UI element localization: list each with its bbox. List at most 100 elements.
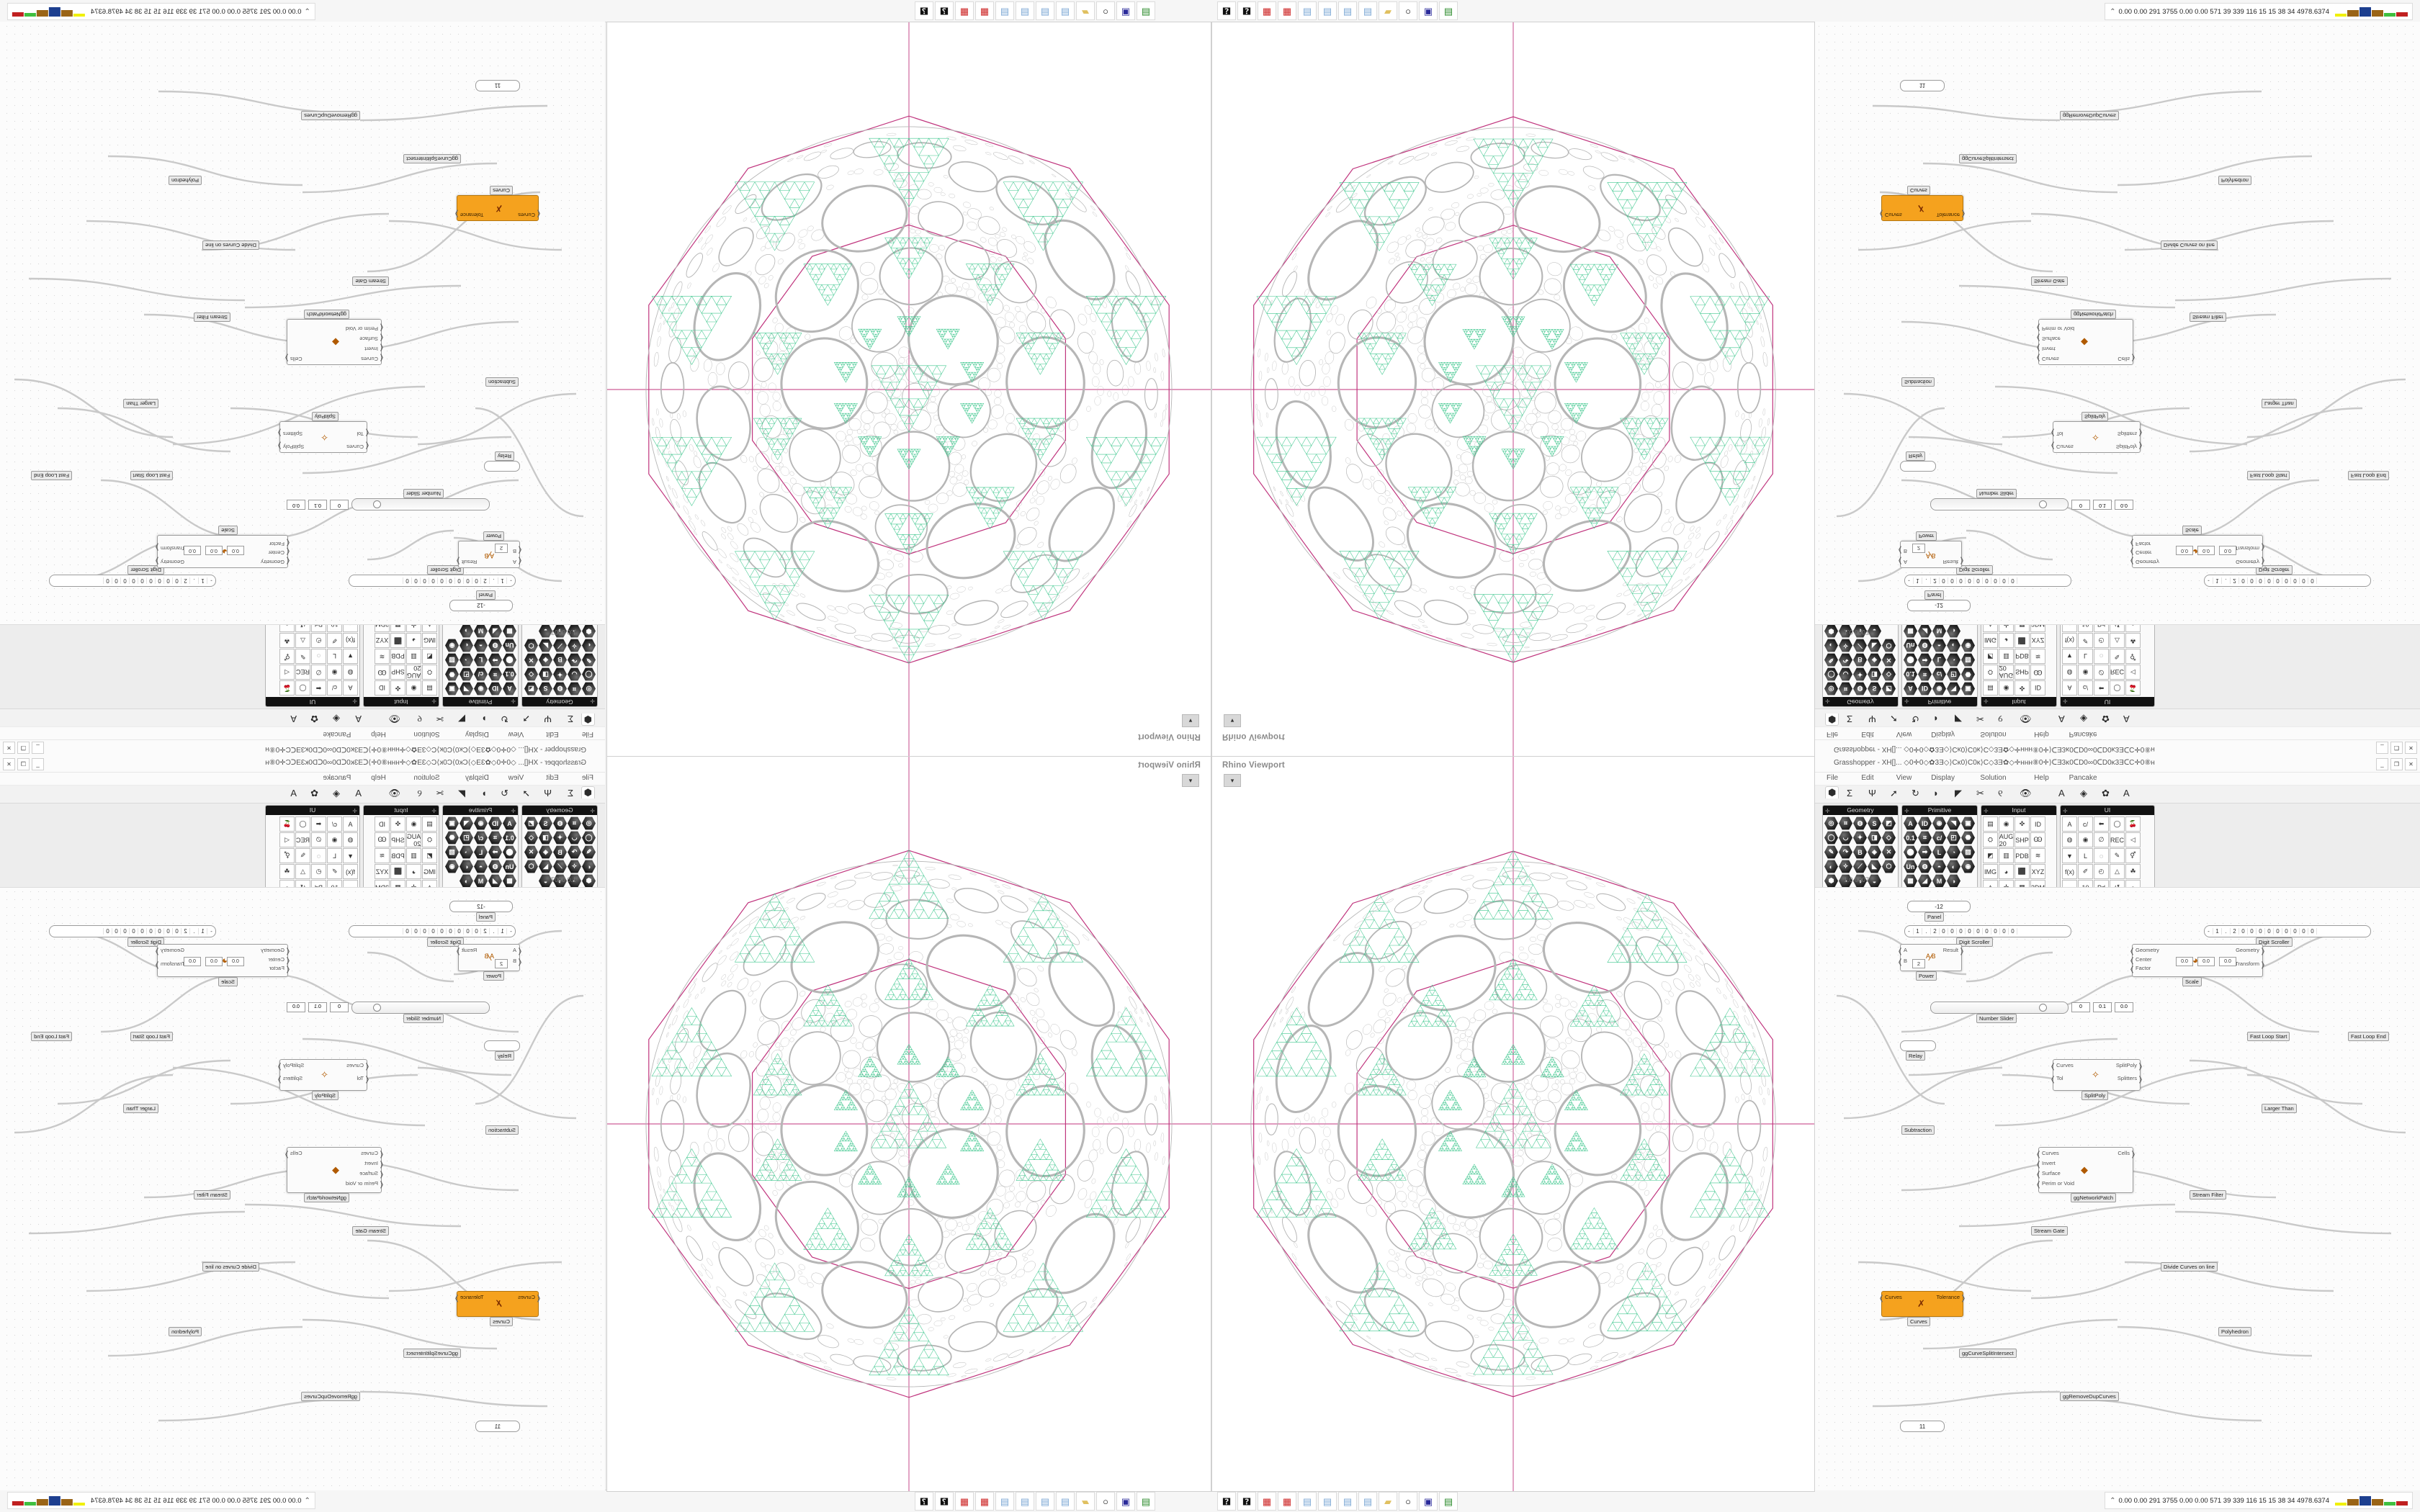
window-button-1[interactable]: ❐ <box>17 758 30 770</box>
palette-icon-primitive-15[interactable]: Un <box>503 860 516 873</box>
digit-cell[interactable]: . <box>2222 928 2231 935</box>
output-port[interactable]: ❭ <box>1960 210 1966 217</box>
palette-icon-geometry-6[interactable]: ◡ <box>1839 667 1852 681</box>
palette-icon-ui-1[interactable]: c/ <box>327 816 342 832</box>
canvas-tag-4[interactable]: Subtraction <box>1901 1125 1935 1135</box>
canvas-tag-5[interactable]: Divide Curves on line <box>202 240 259 250</box>
palette-icon-geometry-19[interactable]: ⬡ <box>1882 860 1896 873</box>
canvas-tag-5[interactable]: Divide Curves on line <box>202 1262 259 1272</box>
palette-icon-primitive-22[interactable]: M <box>474 624 488 638</box>
digit-cell[interactable]: - <box>1905 577 1914 584</box>
palette-icon-ui-4[interactable]: 🍒 <box>2125 680 2141 696</box>
window-button-1[interactable]: ❐ <box>17 742 30 754</box>
palette-icon-input-4[interactable]: ⛭ <box>422 665 437 680</box>
window-buttons[interactable]: _ ❐ ✕ <box>2376 742 2417 754</box>
output-port[interactable]: ❭ <box>1960 1295 1966 1302</box>
input-port[interactable]: ❬ <box>1878 1295 1885 1302</box>
gh-digit-scroller[interactable]: -1. 2 0 0 0 0 0 0 0 0 0 Digit Scroller <box>349 925 516 947</box>
palette-icon-primitive-8[interactable]: ◰ <box>460 667 473 681</box>
palette-icon-geometry-9[interactable]: ◇ <box>524 667 538 681</box>
palette-icon-input-11[interactable]: ≋ <box>375 649 390 664</box>
output-port[interactable]: ❭ <box>2137 441 2143 449</box>
palette-icon-primitive-12[interactable]: L <box>1932 653 1946 667</box>
number-slider-field-1[interactable]: 0.1 <box>308 500 327 510</box>
rhino-icon[interactable]: 🯄 <box>1217 1492 1236 1511</box>
gh-red-icon[interactable]: ▦ <box>975 1492 994 1511</box>
menu-item-display[interactable]: Display <box>465 774 489 782</box>
digit-cell[interactable]: 0 <box>472 928 480 935</box>
palette-icon-ui-6[interactable]: ◉ <box>327 832 342 847</box>
taskbar-bottom-left-group[interactable]: ▤ ▣ ○ ▰ ▤ ▤ ▤ ▤ ▦ ▦ 🯄 🯄 <box>915 1492 1155 1511</box>
palette-icon-ui-8[interactable]: REC <box>2110 832 2125 847</box>
grasshopper-canvas[interactable]: 1.0.0007 -12 Panel -1. 2 0 0 0 0 0 0 0 0 0 Digit Scrol… <box>0 876 605 1490</box>
palette-icon-primitive-14[interactable]: ▨ <box>1961 653 1975 667</box>
window-button-1[interactable]: ❐ <box>2390 758 2403 770</box>
palette-icon-primitive-14[interactable]: ▨ <box>1961 845 1975 859</box>
digit-cell[interactable]: . <box>189 928 198 935</box>
palette-icon-input-4[interactable]: ⛭ <box>422 832 437 847</box>
tray-chevron-icon[interactable]: ⌃ <box>304 7 310 16</box>
menu-item-display[interactable]: Display <box>1931 774 1955 782</box>
palette-icon-primitive-10[interactable]: ⬤ <box>1904 845 1917 859</box>
grasshopper-canvas[interactable]: 1.0.0007 -12 Panel -1. 2 0 0 0 0 0 0 0 0 0 Digit Scrol… <box>1815 876 2420 1490</box>
palette-icon-geometry-15[interactable]: ◐ <box>1824 639 1838 652</box>
palette-icon-geometry-5[interactable]: ◯ <box>1824 667 1838 681</box>
palette-panel-primitive[interactable]: Primitive ✛ A ID ◉ ◥ ▣ 0.1 ⌗ c/◰ ⬣ ⬤ ➡ L ◔ ▨ Un ◍ ◓ ◐ ◉ ▩ ◢ M ◑ <box>442 805 519 890</box>
palette-icon-primitive-10[interactable]: ⬤ <box>1904 653 1917 667</box>
palette-icon-primitive-13[interactable]: ◔ <box>460 845 473 859</box>
palette-icon-ui-7[interactable]: ∅ <box>2094 832 2109 847</box>
palette-icon-ui-0[interactable]: A <box>2062 816 2077 832</box>
palette-icon-ui-10[interactable]: ▼ <box>343 848 358 863</box>
gh-component-ggnetworkpatch[interactable]: Curves ❬ Invert ❬ Surface ❬ Perim or Void ❬ Cell… <box>284 310 385 365</box>
digit-cell[interactable]: 0 <box>2265 928 2274 935</box>
gh-relay[interactable]: Relay <box>484 1040 520 1061</box>
input-port[interactable]: ❬ <box>535 210 542 217</box>
palette-icon-primitive-3[interactable]: ◥ <box>460 816 473 830</box>
palette-icon-input-11[interactable]: ≋ <box>375 848 390 863</box>
palette-icon-geometry-12[interactable]: B <box>1853 845 1867 859</box>
digit-cell[interactable]: 0 <box>2300 928 2308 935</box>
palette-icon-ui-13[interactable]: ✎ <box>295 649 310 664</box>
digit-cell[interactable]: 0 <box>437 928 446 935</box>
floppy-64-icon[interactable]: ▣ <box>1116 1 1135 20</box>
grasshopper-title-bar[interactable]: Grasshopper - XH[]... ◇0✛0◇✿3Ǝ◇⟩Cᴋ0⟩C0ᴋ⟩… <box>0 756 605 773</box>
component-body[interactable]: Curves ❬ Tolerance ❭ ✗ <box>1878 1291 1966 1317</box>
menu-item-help[interactable]: Help <box>371 730 386 738</box>
scale-center-z[interactable]: 0.0 <box>2219 546 2236 555</box>
ribbon-tab-12[interactable]: ✿ <box>2102 788 2110 798</box>
number-slider-handle[interactable] <box>373 500 381 508</box>
palette-icon-geometry-7[interactable]: ✦ <box>553 667 567 681</box>
input-port[interactable]: ❬ <box>378 1151 385 1158</box>
panel-value[interactable]: -12 <box>449 901 513 912</box>
palette-icon-geometry-2[interactable]: ◍ <box>553 682 567 696</box>
palette-icon-geometry-17[interactable]: ⟋ <box>1853 860 1867 873</box>
palette-icon-ui-19[interactable]: ☘ <box>2125 633 2141 648</box>
palette-icon-primitive-12[interactable]: L <box>474 845 488 859</box>
palette-icon-geometry-16[interactable]: ✧ <box>568 860 581 873</box>
palette-icon-input-6[interactable]: SHP <box>2015 832 2030 847</box>
palette-icon-primitive-12[interactable]: L <box>1932 845 1946 859</box>
window-button-0[interactable]: _ <box>2376 742 2388 754</box>
palette-icon-input-1[interactable]: ◉ <box>406 816 421 832</box>
digit-cell[interactable]: 2 <box>480 928 489 935</box>
output-port[interactable]: ❭ <box>277 1063 283 1071</box>
canvas-tag-6[interactable]: Larger Than <box>2262 1104 2297 1113</box>
palette-icon-ui-4[interactable]: 🍒 <box>279 816 295 832</box>
gh-red-icon[interactable]: ▦ <box>1278 1492 1296 1511</box>
palette-icon-primitive-14[interactable]: ▨ <box>445 653 459 667</box>
palette-icon-grid[interactable]: A ID ◉ ◥ ▣ 0.1 ⌗ c/◰ ⬣ ⬤ ➡ L ◔ ▨ Un ◍ ◓ ◐ ◉ ▩ ◢ M ◑ <box>443 623 518 697</box>
gh-red-icon[interactable]: ▦ <box>1258 1 1276 20</box>
output-port[interactable]: ❭ <box>1958 557 1965 564</box>
digit-cell[interactable]: 0 <box>112 928 120 935</box>
gh-component-scale[interactable]: Geometry ❬ Center ❬ Factor ❬ Geometry ❭ Transfor… <box>2129 526 2266 568</box>
pin-icon[interactable]: ✛ <box>1984 808 1989 814</box>
canvas-tag-9[interactable]: ggRemoveDupCurves <box>301 111 360 120</box>
scale-center-z[interactable]: 0.0 <box>2219 957 2236 966</box>
menu-item-view[interactable]: View <box>1896 730 1912 738</box>
gh-panel[interactable]: -12 Panel <box>449 901 513 922</box>
input-port[interactable]: ❬ <box>378 1171 385 1179</box>
palette-icon-geometry-20[interactable]: ⬢ <box>1824 874 1838 888</box>
component-body[interactable]: Curves ❬ Tolerance ❭ ✗ <box>454 1291 542 1317</box>
output-port[interactable]: ❭ <box>154 557 161 564</box>
save-green-icon[interactable]: ▤ <box>1439 1492 1458 1511</box>
